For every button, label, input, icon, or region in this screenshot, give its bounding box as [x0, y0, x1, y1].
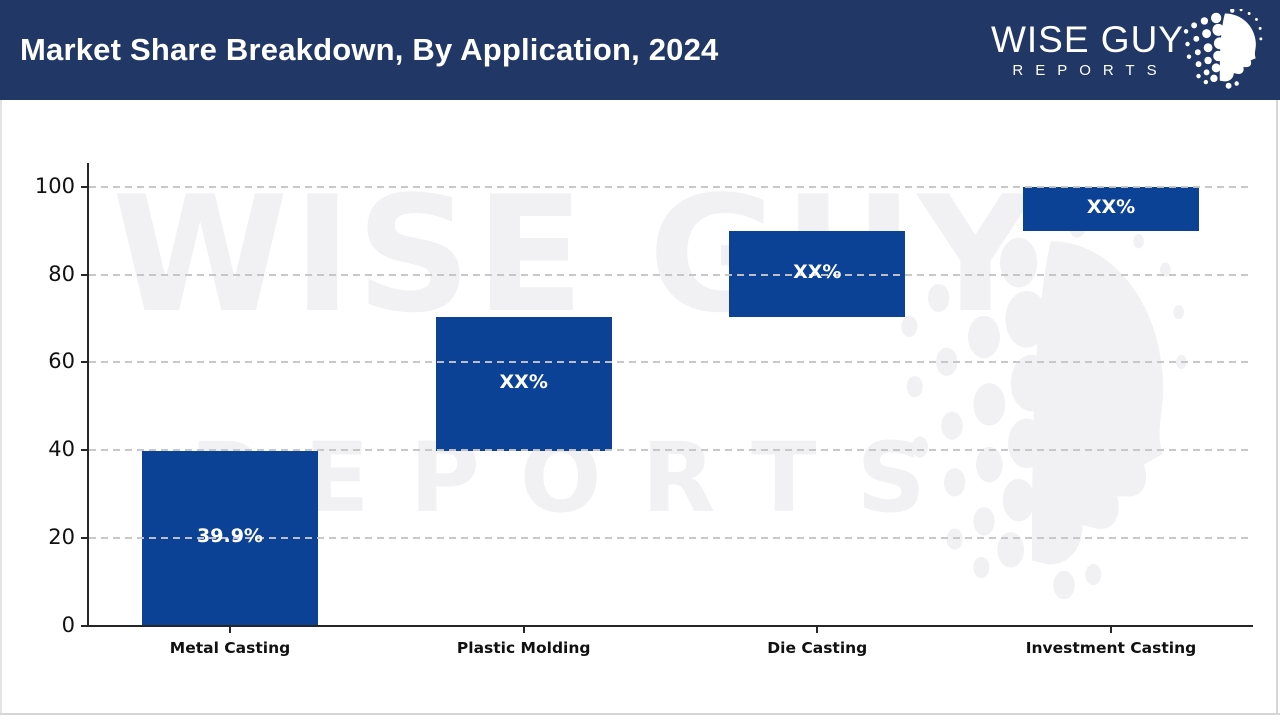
grid-line — [89, 185, 1253, 188]
y-axis-line — [87, 163, 89, 627]
x-axis-tick — [522, 627, 525, 633]
header-bar: Market Share Breakdown, By Application, … — [0, 0, 1280, 100]
y-tick-label: 80 — [48, 261, 75, 286]
bar-segment — [1023, 186, 1199, 232]
card-bottom-border — [0, 713, 1280, 715]
y-axis-tick — [81, 273, 87, 276]
grid-line — [89, 537, 1253, 540]
y-tick-label: 100 — [34, 173, 75, 198]
bar-segment — [435, 317, 612, 451]
bar-value-label: XX% — [793, 261, 842, 284]
x-axis-line — [87, 625, 1253, 627]
bar-value-label: XX% — [1086, 195, 1136, 218]
x-axis-tick — [816, 627, 819, 633]
brand-logo-text: WISE GUY REPORTS — [991, 21, 1184, 79]
y-tick-label: 20 — [48, 525, 75, 550]
y-tick-label: 0 — [61, 613, 75, 637]
category-label: Investment Casting — [1025, 639, 1197, 657]
y-axis-tick — [81, 537, 87, 540]
brand-logo: WISE GUY REPORTS — [991, 9, 1266, 91]
card-right-border — [1276, 100, 1278, 714]
grid-line — [89, 449, 1253, 452]
y-axis-tick — [81, 361, 87, 364]
y-axis-tick — [81, 185, 87, 188]
x-axis-tick — [1110, 627, 1112, 633]
y-axis-tick — [81, 625, 87, 627]
card-left-border — [0, 100, 2, 714]
grid-line — [89, 273, 1253, 276]
category-label: Plastic Molding — [456, 639, 591, 657]
chart-card: WISE GUY REPORTS 0 20 40 60 80 100 39.9% Metal … — [0, 100, 1280, 720]
y-tick-label: 40 — [48, 437, 75, 462]
brand-subtitle: REPORTS — [1012, 62, 1169, 79]
y-tick-label: 60 — [48, 349, 75, 374]
category-label: Die Casting — [767, 639, 868, 657]
x-axis-tick — [229, 627, 231, 633]
brand-name: WISE GUY — [990, 19, 1184, 60]
bar-value-label: XX% — [499, 371, 548, 393]
grid-line — [89, 361, 1253, 364]
category-label: Metal Casting — [169, 639, 291, 657]
y-axis-tick — [81, 449, 87, 452]
brand-head-icon — [1183, 9, 1263, 89]
bar-value-label: 39.9% — [197, 525, 263, 548]
watermark-head-icon — [901, 220, 1187, 600]
page-title: Market Share Breakdown, By Application, … — [20, 32, 719, 67]
